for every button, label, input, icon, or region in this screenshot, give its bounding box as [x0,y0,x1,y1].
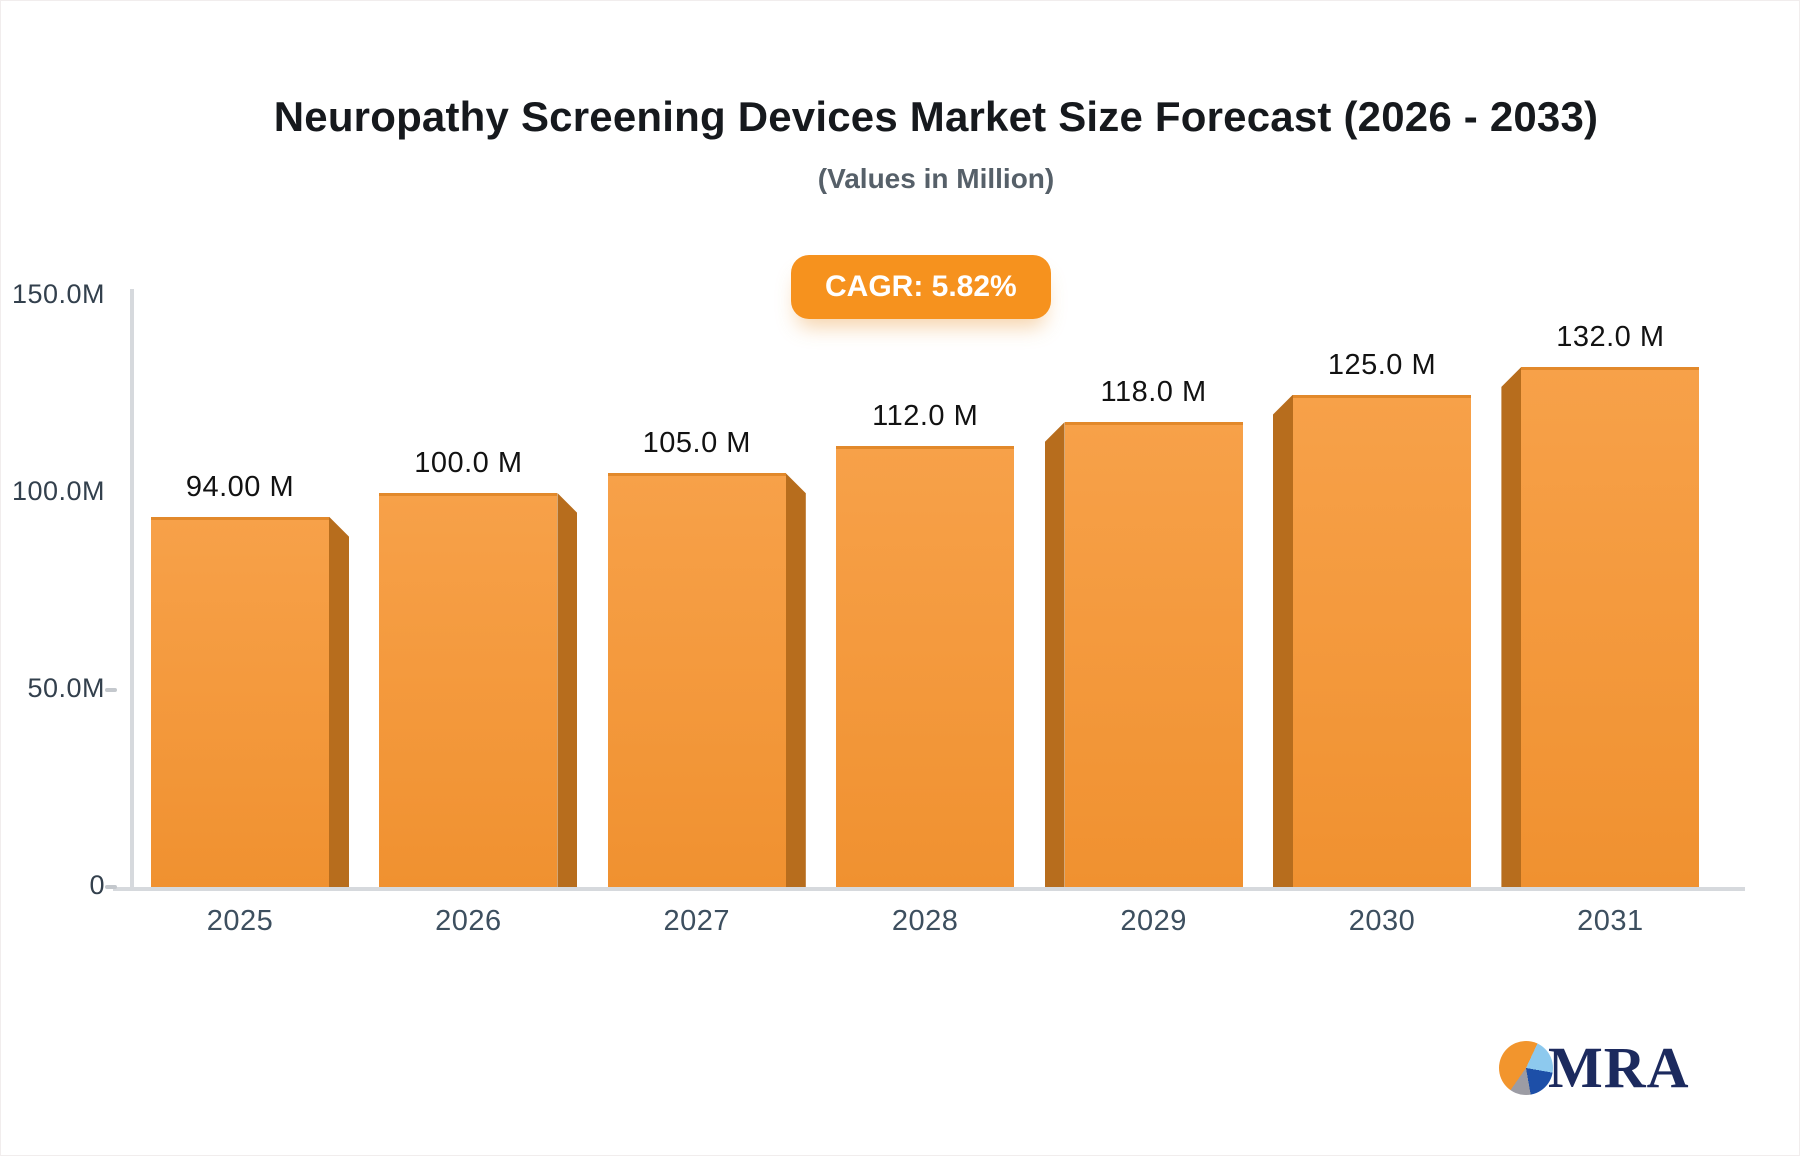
x-axis-line [113,887,1745,891]
y-tick-label: 150.0M [11,279,105,309]
x-tick-label: 2025 [206,905,274,937]
y-tick-dash [105,688,117,692]
bar-value-label: 118.0 M [1100,376,1207,409]
bar [1293,394,1471,887]
x-tick-label: 2028 [891,905,959,937]
bar-side-left-icon [1044,422,1065,887]
bar-value-label: 100.0 M [414,447,523,479]
bar-value-label: 112.0 M [872,399,979,432]
bar-value-label: 94.00 M [185,470,295,503]
bar-side-right-icon [785,473,806,887]
logo-pie-icon [1499,1041,1553,1095]
x-tick-label: 2027 [663,905,731,937]
y-tick-label: 0 [89,870,105,900]
bar [836,445,1015,887]
x-tick-label: 2031 [1577,905,1644,937]
y-tick-dash [105,885,117,889]
y-tick-label: 100.0M [11,476,105,506]
x-tick-label: 2026 [435,905,502,937]
y-tick-label: 50.0M [27,673,105,703]
bar-value-label: 105.0 M [642,427,751,460]
bar-value-label: 132.0 M [1556,320,1665,353]
x-tick-label: 2029 [1120,905,1187,937]
chart-subtitle: (Values in Million) [817,163,1055,194]
bar-side-left-icon [1273,394,1293,887]
bar [607,473,786,887]
logo-text: MRA [1548,1035,1690,1100]
bar [1064,422,1243,887]
bar-side-right-icon [557,493,578,887]
cagr-badge: CAGR: 5.82% [791,255,1051,319]
bar-side-right-icon [329,516,349,887]
chart-title: Neuropathy Screening Devices Market Size… [273,93,1599,140]
y-axis-line [130,289,134,891]
bar-side-left-icon [1501,366,1522,887]
bar [1521,366,1700,887]
bar [379,493,558,887]
bar-value-label: 125.0 M [1327,348,1437,381]
brand-logo: MRA [1499,1039,1690,1097]
bar [151,516,329,887]
x-tick-label: 2030 [1348,905,1416,937]
